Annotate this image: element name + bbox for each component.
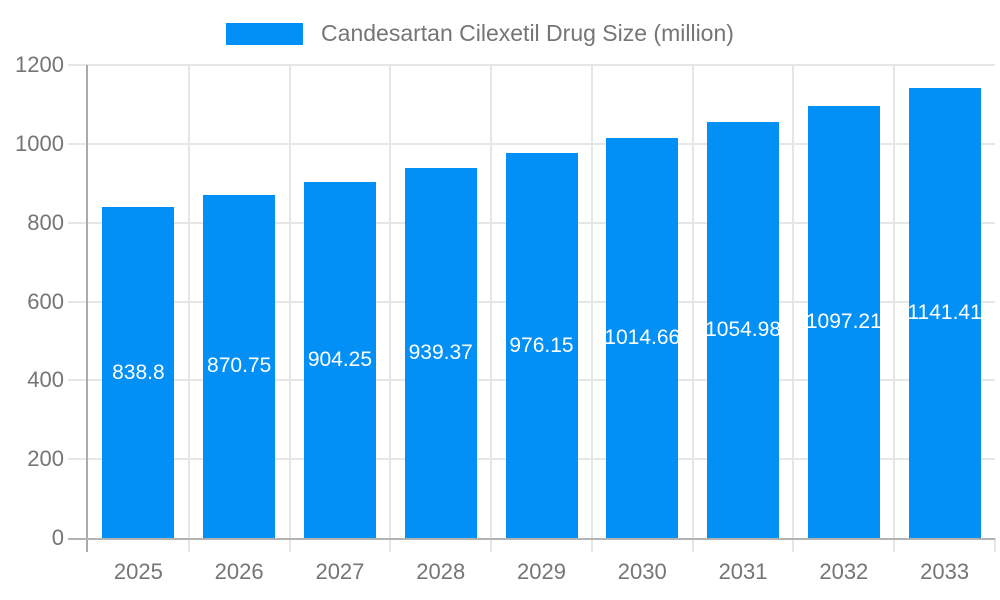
gridline-x — [389, 65, 392, 538]
x-axis-label-2028: 2028 — [416, 559, 466, 584]
y-axis-line — [86, 65, 88, 552]
bar-value-label: 838.8 — [112, 360, 165, 384]
bar-2026[interactable]: 870.75 — [203, 194, 276, 538]
gridline-x — [792, 65, 795, 538]
bar-value-label: 870.75 — [207, 354, 272, 378]
gridline-x — [490, 65, 493, 538]
gridline-x — [691, 65, 694, 538]
y-tick — [68, 300, 88, 303]
x-axis-label-2030: 2030 — [617, 559, 667, 584]
x-tick — [187, 538, 190, 552]
y-tick — [68, 379, 88, 382]
y-axis-label: 0 — [51, 525, 64, 550]
gridline-x — [893, 65, 896, 538]
bar-value-label: 904.25 — [307, 347, 373, 371]
x-tick — [994, 538, 996, 552]
y-axis-label: 400 — [27, 367, 64, 393]
y-tick — [68, 142, 88, 145]
legend-swatch — [226, 22, 304, 45]
bar-2027[interactable]: 904.25 — [303, 181, 376, 538]
bar-2030[interactable]: 1014.66 — [606, 138, 679, 538]
x-tick — [389, 538, 392, 552]
x-tick — [288, 538, 291, 552]
bar-2028[interactable]: 939.37 — [404, 167, 477, 538]
gridline-y-1200 — [88, 64, 995, 66]
bar-2029[interactable]: 976.15 — [505, 153, 578, 538]
bar-2032[interactable]: 1097.21 — [807, 105, 880, 538]
x-axis-label-2025: 2025 — [113, 559, 163, 584]
bar-2025[interactable]: 838.8 — [102, 207, 175, 538]
x-axis-label-2029: 2029 — [517, 559, 566, 584]
x-tick — [691, 538, 694, 552]
x-axis-label-2027: 2027 — [315, 559, 365, 584]
x-tick — [893, 538, 896, 552]
bar-2033[interactable]: 1141.41 — [908, 88, 981, 538]
y-axis-label: 1000 — [15, 130, 64, 156]
x-tick — [590, 538, 593, 552]
gridline-x — [187, 65, 190, 538]
y-axis-label: 800 — [27, 209, 64, 235]
legend-item[interactable]: Candesartan Cilexetil Drug Size (million… — [0, 20, 960, 47]
x-tick — [490, 538, 493, 552]
x-axis-line — [68, 538, 995, 540]
x-axis-label-2026: 2026 — [214, 559, 264, 584]
y-tick — [68, 221, 88, 224]
bar-value-label: 1014.66 — [606, 326, 679, 350]
x-axis-label-2033: 2033 — [920, 559, 970, 584]
bar-value-label: 1141.41 — [908, 301, 981, 325]
y-tick — [68, 458, 88, 461]
legend-label: Candesartan Cilexetil Drug Size (million… — [321, 20, 734, 46]
bar-value-label: 976.15 — [509, 333, 574, 357]
x-axis-label-2032: 2032 — [819, 559, 869, 584]
y-axis-label: 600 — [27, 288, 64, 314]
bar-value-label: 939.37 — [408, 340, 473, 364]
gridline-x — [288, 65, 291, 538]
plot-area: 838.8 870.75 904.25 939.37 976.15 1014.66 1054… — [68, 64, 996, 552]
bar-value-label: 1097.21 — [807, 309, 880, 333]
gridline-y-1000 — [88, 142, 995, 145]
y-tick — [68, 64, 88, 66]
gridline-x — [590, 65, 593, 538]
y-axis-label: 1200 — [15, 52, 64, 77]
bar-value-label: 1054.98 — [707, 318, 780, 342]
x-tick — [792, 538, 795, 552]
x-axis-label-2031: 2031 — [718, 559, 768, 584]
bar-2031[interactable]: 1054.98 — [707, 122, 780, 538]
y-axis-label: 200 — [27, 446, 64, 472]
